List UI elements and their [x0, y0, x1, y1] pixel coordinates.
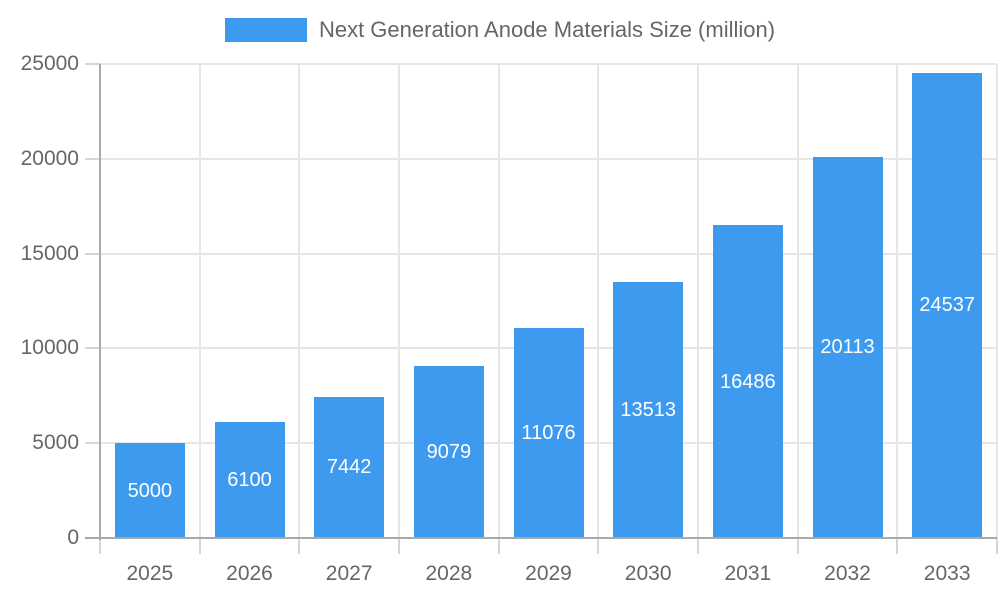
- x-tick: [796, 538, 799, 554]
- bar-value-label: 24537: [919, 294, 975, 317]
- x-tick: [697, 538, 699, 554]
- x-tick-label: 2029: [525, 562, 572, 585]
- x-tick: [597, 538, 600, 554]
- bar[interactable]: [812, 156, 883, 538]
- bar-value-label: 16486: [720, 370, 776, 393]
- x-tick: [497, 538, 500, 554]
- x-tick-label: 2030: [624, 562, 672, 585]
- bar[interactable]: [712, 225, 783, 538]
- y-tick: [85, 442, 100, 445]
- y-tick-label: 15000: [20, 241, 79, 265]
- x-tick-label: 2025: [126, 562, 174, 585]
- v-gridline: [298, 64, 301, 538]
- x-tick-label: 2031: [724, 562, 772, 585]
- x-tick-label: 2032: [824, 562, 871, 585]
- y-tick: [85, 63, 100, 65]
- y-tick: [85, 252, 100, 255]
- v-gridline: [896, 64, 899, 538]
- v-gridline: [996, 64, 998, 538]
- y-tick: [85, 347, 100, 350]
- x-tick: [996, 538, 998, 554]
- bar-value-label: 11076: [521, 421, 576, 444]
- bar[interactable]: [214, 422, 285, 538]
- x-tick: [896, 538, 899, 554]
- bar[interactable]: [912, 72, 983, 538]
- h-gridline: [100, 157, 997, 160]
- v-gridline: [398, 64, 400, 538]
- bar[interactable]: [413, 365, 484, 538]
- v-gridline: [697, 64, 699, 538]
- x-tick-label: 2027: [325, 562, 373, 585]
- legend-swatch: [224, 18, 307, 42]
- y-tick-label: 10000: [20, 336, 79, 360]
- bar-value-label: 20113: [820, 336, 875, 359]
- y-tick-label: 20000: [20, 146, 79, 170]
- h-gridline: [100, 252, 997, 255]
- legend-label: Next Generation Anode Materials Size (mi…: [318, 17, 776, 42]
- x-axis-line: [85, 537, 997, 539]
- x-tick: [398, 538, 400, 554]
- x-tick-label: 2028: [425, 562, 473, 585]
- h-gridline: [100, 63, 997, 65]
- x-tick-label: 2026: [226, 562, 273, 585]
- v-gridline: [497, 64, 500, 538]
- bar-value-label: 6100: [227, 469, 272, 492]
- bar-value-label: 5000: [127, 479, 173, 502]
- y-tick-label: 25000: [20, 52, 79, 75]
- bar[interactable]: [613, 281, 684, 538]
- v-gridline: [198, 64, 201, 538]
- v-gridline: [597, 64, 600, 538]
- x-tick-label: 2033: [923, 562, 971, 585]
- x-tick: [298, 538, 301, 554]
- y-tick-label: 5000: [32, 431, 79, 455]
- y-tick: [85, 157, 100, 160]
- legend[interactable]: Next Generation Anode Materials Size (mi…: [0, 17, 1000, 43]
- bar-value-label: 9079: [426, 440, 472, 463]
- bar[interactable]: [114, 443, 185, 538]
- y-axis-line: [99, 64, 101, 540]
- bar-value-label: 13513: [620, 398, 676, 421]
- bar[interactable]: [513, 327, 584, 538]
- v-gridline: [796, 64, 799, 538]
- y-tick-label: 0: [67, 526, 79, 549]
- bar-value-label: 7442: [326, 456, 372, 479]
- x-tick: [99, 538, 101, 554]
- x-tick: [198, 538, 201, 554]
- bar[interactable]: [314, 396, 385, 538]
